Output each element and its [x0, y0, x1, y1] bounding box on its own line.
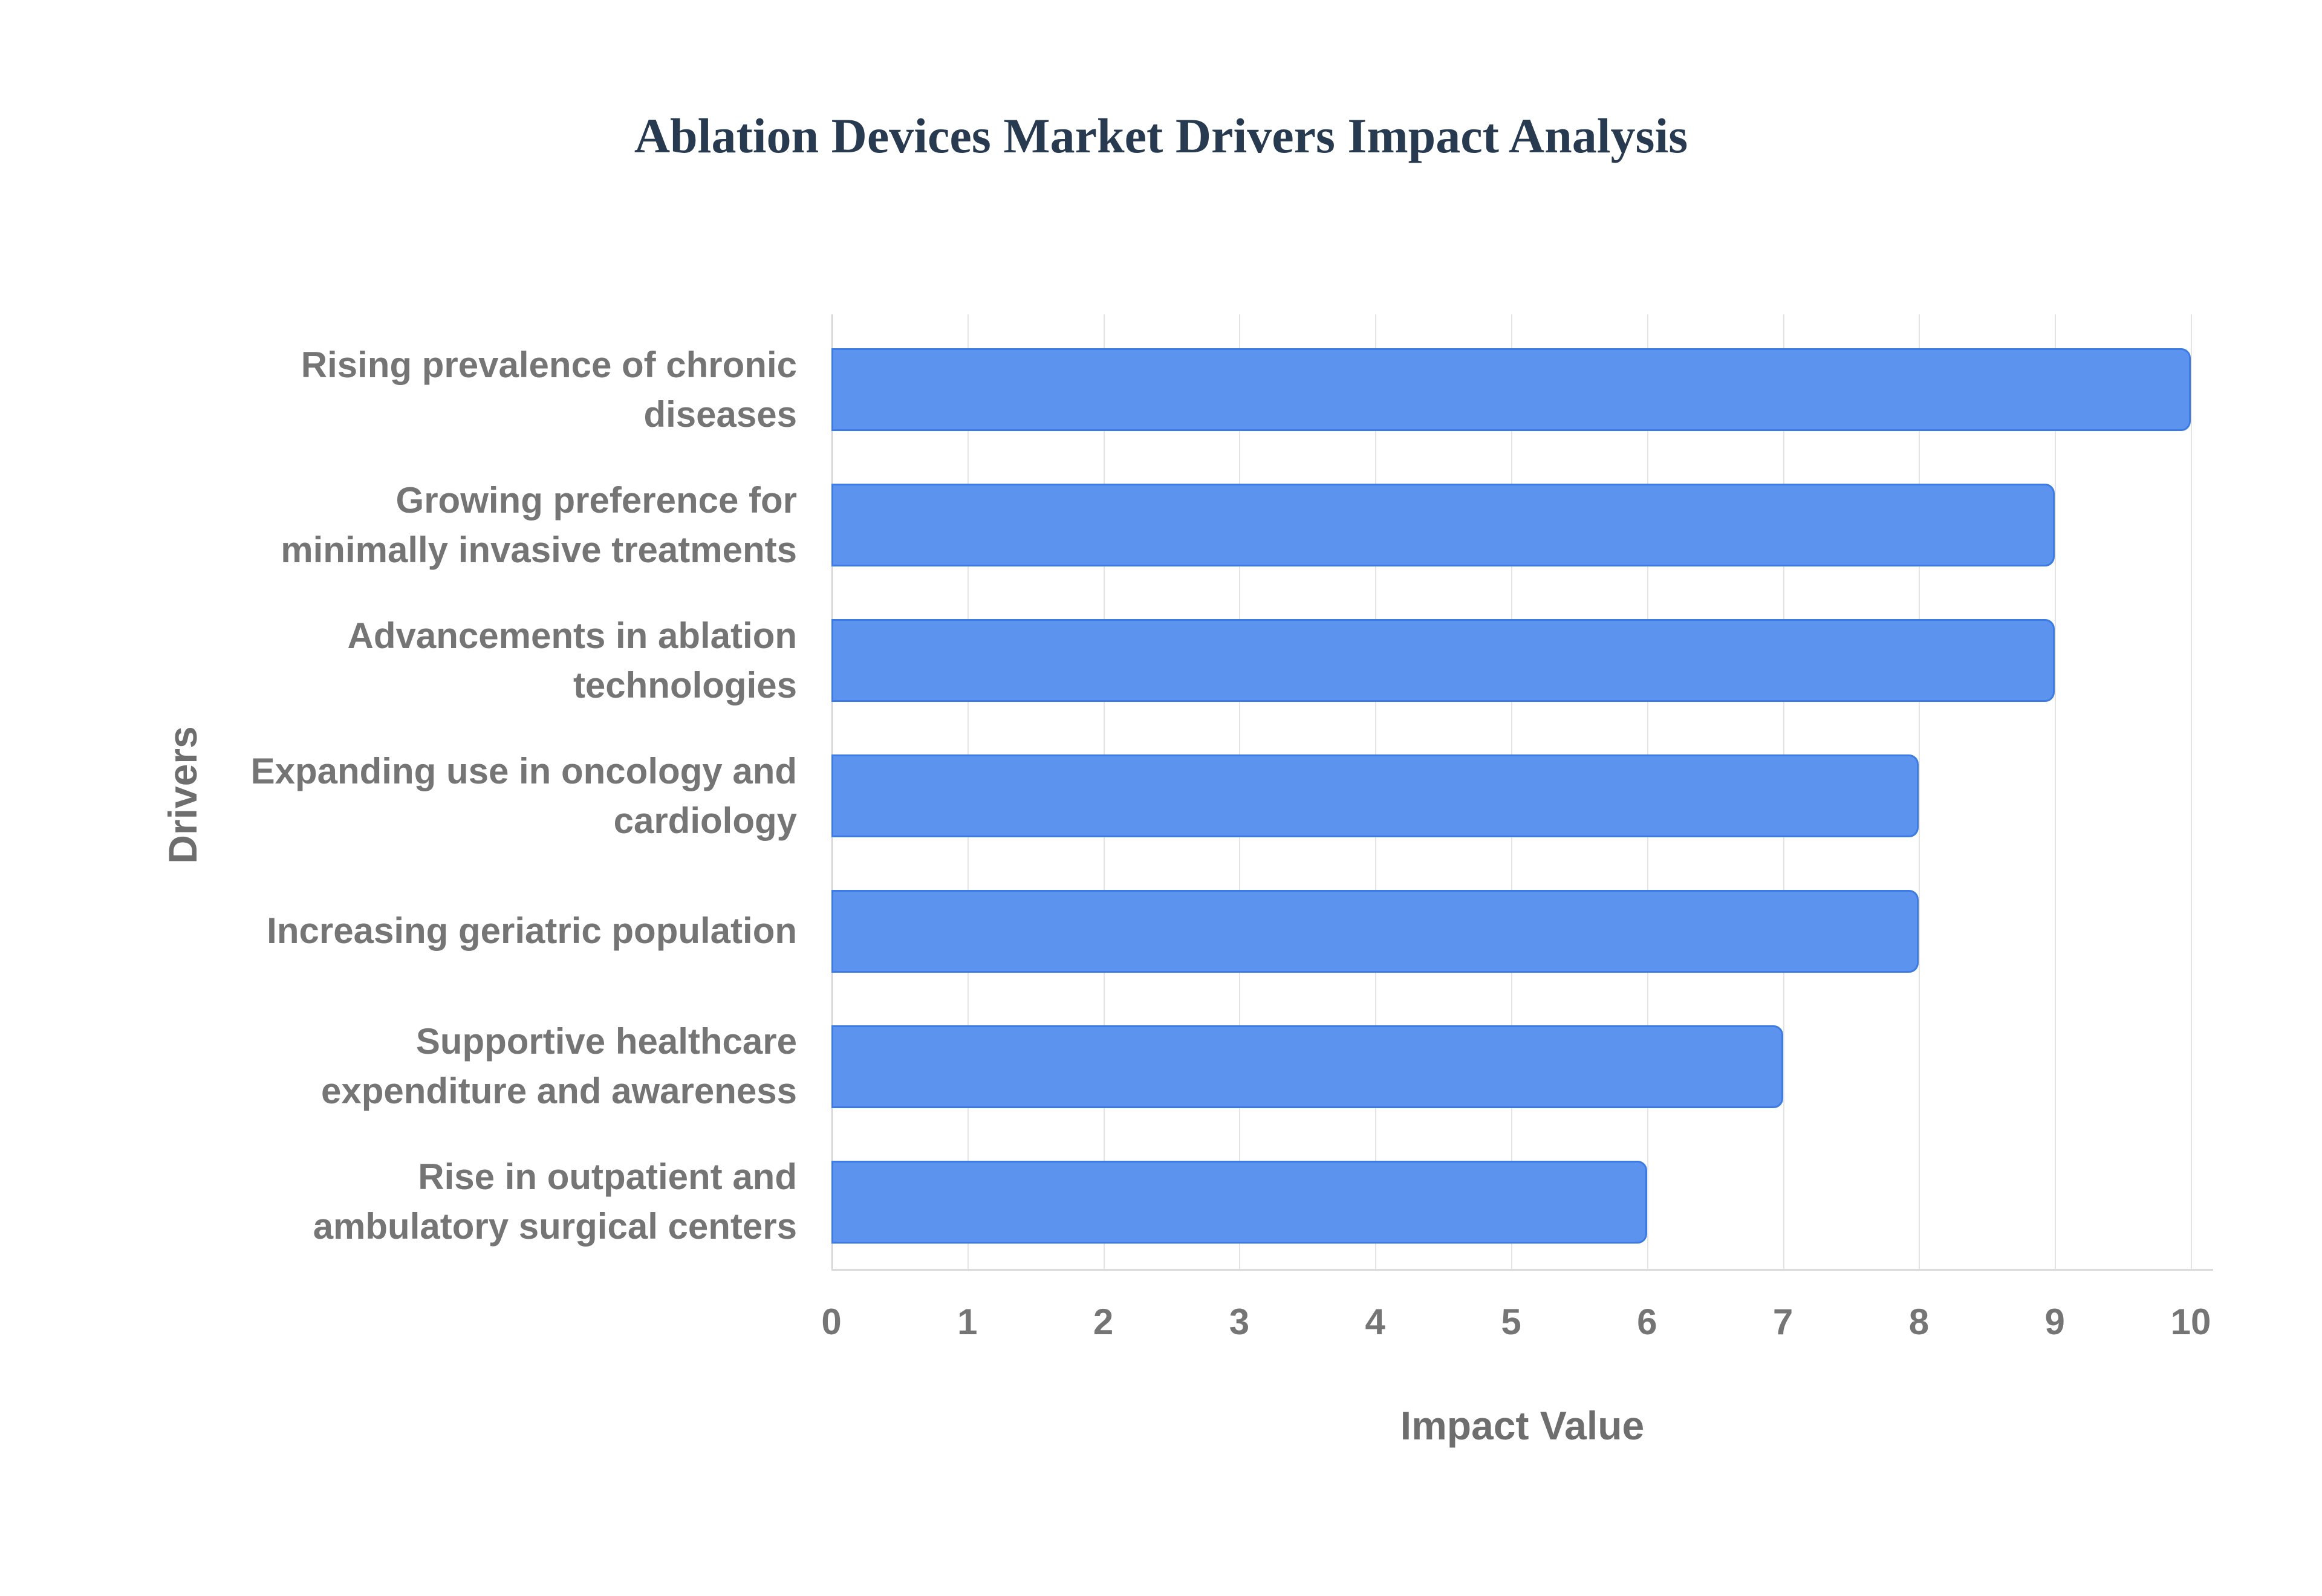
chart-title: Ablation Devices Market Drivers Impact A…: [634, 108, 1688, 163]
y-axis-category-labels: Rising prevalence of chronic diseases Gro…: [227, 322, 797, 1270]
category-label: Supportive healthcare expenditure and aw…: [321, 1021, 797, 1112]
category-label-row-3: Advancements in ablation technologies: [227, 593, 798, 728]
x-tick-label-4: 4: [1365, 1302, 1385, 1342]
category-label-row-4: Expanding use in oncology and cardiology: [227, 728, 797, 864]
plot-area: [831, 314, 2213, 1271]
x-tick-label-6: 6: [1637, 1302, 1657, 1342]
x-tick-label-9: 9: [2044, 1302, 2065, 1342]
category-label: Rise in outpatient and ambulatory surgic…: [313, 1156, 797, 1247]
y-axis-title: Drivers: [160, 726, 205, 864]
category-label: Growing preference for minimally invasiv…: [281, 479, 797, 570]
gridline: [1919, 314, 1920, 1270]
bar-1: [831, 348, 2191, 432]
x-tick-label-10: 10: [2170, 1302, 2211, 1342]
category-label-row-1: Rising prevalence of chronic diseases: [227, 322, 797, 458]
category-label: Rising prevalence of chronic diseases: [301, 344, 797, 435]
x-axis-ticks: 0 1 2 3 4 5 6 7 8 9 10: [821, 1301, 2213, 1349]
x-tick-label-2: 2: [1093, 1302, 1114, 1342]
category-label-row-5: Increasing geriatric population: [227, 863, 797, 999]
x-axis-line: [831, 1269, 2213, 1271]
gridline: [2055, 314, 2057, 1270]
x-tick-label-8: 8: [1908, 1302, 1930, 1342]
gridline: [2191, 314, 2192, 1270]
x-tick-label-3: 3: [1229, 1302, 1250, 1342]
category-label: Increasing geriatric population: [267, 910, 797, 952]
x-tick-label-5: 5: [1501, 1302, 1521, 1342]
bar-7: [831, 1160, 1647, 1244]
category-label-row-7: Rise in outpatient and ambulatory surgic…: [227, 1134, 797, 1270]
bar-5: [831, 889, 1919, 973]
category-label: Expanding use in oncology and cardiology: [250, 750, 797, 841]
category-label: Advancements in ablation technologies: [347, 615, 798, 706]
x-tick-label-1: 1: [957, 1302, 978, 1342]
x-tick-label-7: 7: [1772, 1302, 1794, 1342]
bar-2: [831, 484, 2055, 567]
bar-3: [831, 619, 2055, 702]
bar-4: [831, 754, 1919, 837]
category-label-row-6: Supportive healthcare expenditure and aw…: [227, 999, 797, 1134]
category-label-row-2: Growing preference for minimally invasiv…: [227, 458, 797, 593]
bar-6: [831, 1025, 1783, 1108]
x-tick-label-0: 0: [821, 1302, 842, 1342]
x-axis-title: Impact Value: [1400, 1403, 1645, 1448]
